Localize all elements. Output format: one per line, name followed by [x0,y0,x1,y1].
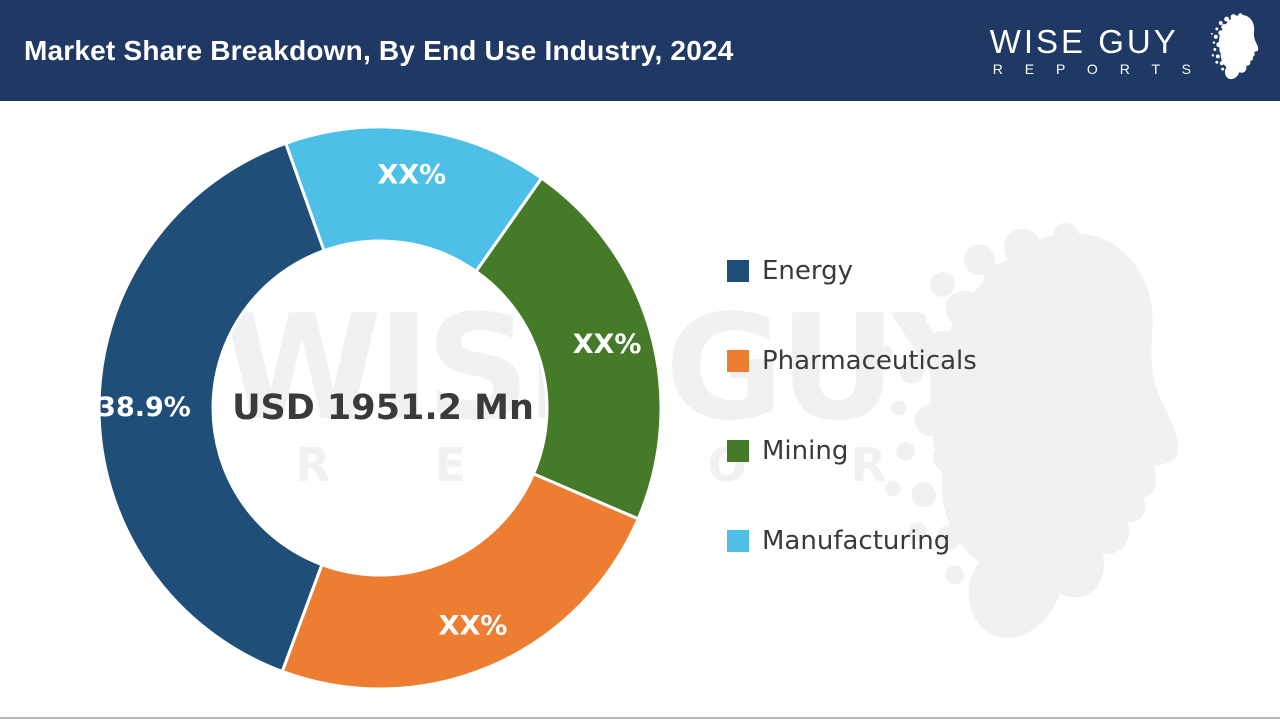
chart-center-value: USD 1951.2 Mn [232,388,534,428]
brand-logo-text: WISE GUY R E P O R T S [990,25,1200,76]
donut-segment-mining [474,176,663,521]
donut-segment-manufacturing [284,125,544,273]
legend-label: Energy [762,256,854,286]
page-title: Market Share Breakdown, By End Use Indus… [24,34,734,66]
legend-item-manufacturing: Manufacturing [727,526,977,556]
bottom-divider [0,717,1280,719]
segment-label-manufacturing: XX% [378,160,447,191]
donut-segment-pharmaceuticals [280,472,640,691]
legend-item-mining: Mining [727,436,977,466]
segment-label-energy: 38.9% [97,392,191,423]
legend-label: Manufacturing [762,526,951,556]
header-bar: Market Share Breakdown, By End Use Indus… [0,0,1280,101]
legend-label: Mining [762,436,849,466]
legend-swatch-icon [727,440,749,462]
legend-swatch-icon [727,530,749,552]
brand-name: WISE GUY [989,23,1179,60]
legend-label: Pharmaceuticals [762,346,977,376]
segment-label-mining: XX% [573,329,642,360]
segment-label-pharmaceuticals: XX% [439,610,508,641]
legend-swatch-icon [727,260,749,282]
donut-segment-energy [97,141,326,673]
brand-subtitle: R E P O R T S [992,61,1200,77]
legend-item-energy: Energy [727,256,977,286]
legend-item-pharmaceuticals: Pharmaceuticals [727,346,977,376]
chart-legend: Energy Pharmaceuticals Mining Manufacturing [727,256,977,556]
legend-swatch-icon [727,350,749,372]
brand-logo: WISE GUY R E P O R T S [990,11,1262,90]
